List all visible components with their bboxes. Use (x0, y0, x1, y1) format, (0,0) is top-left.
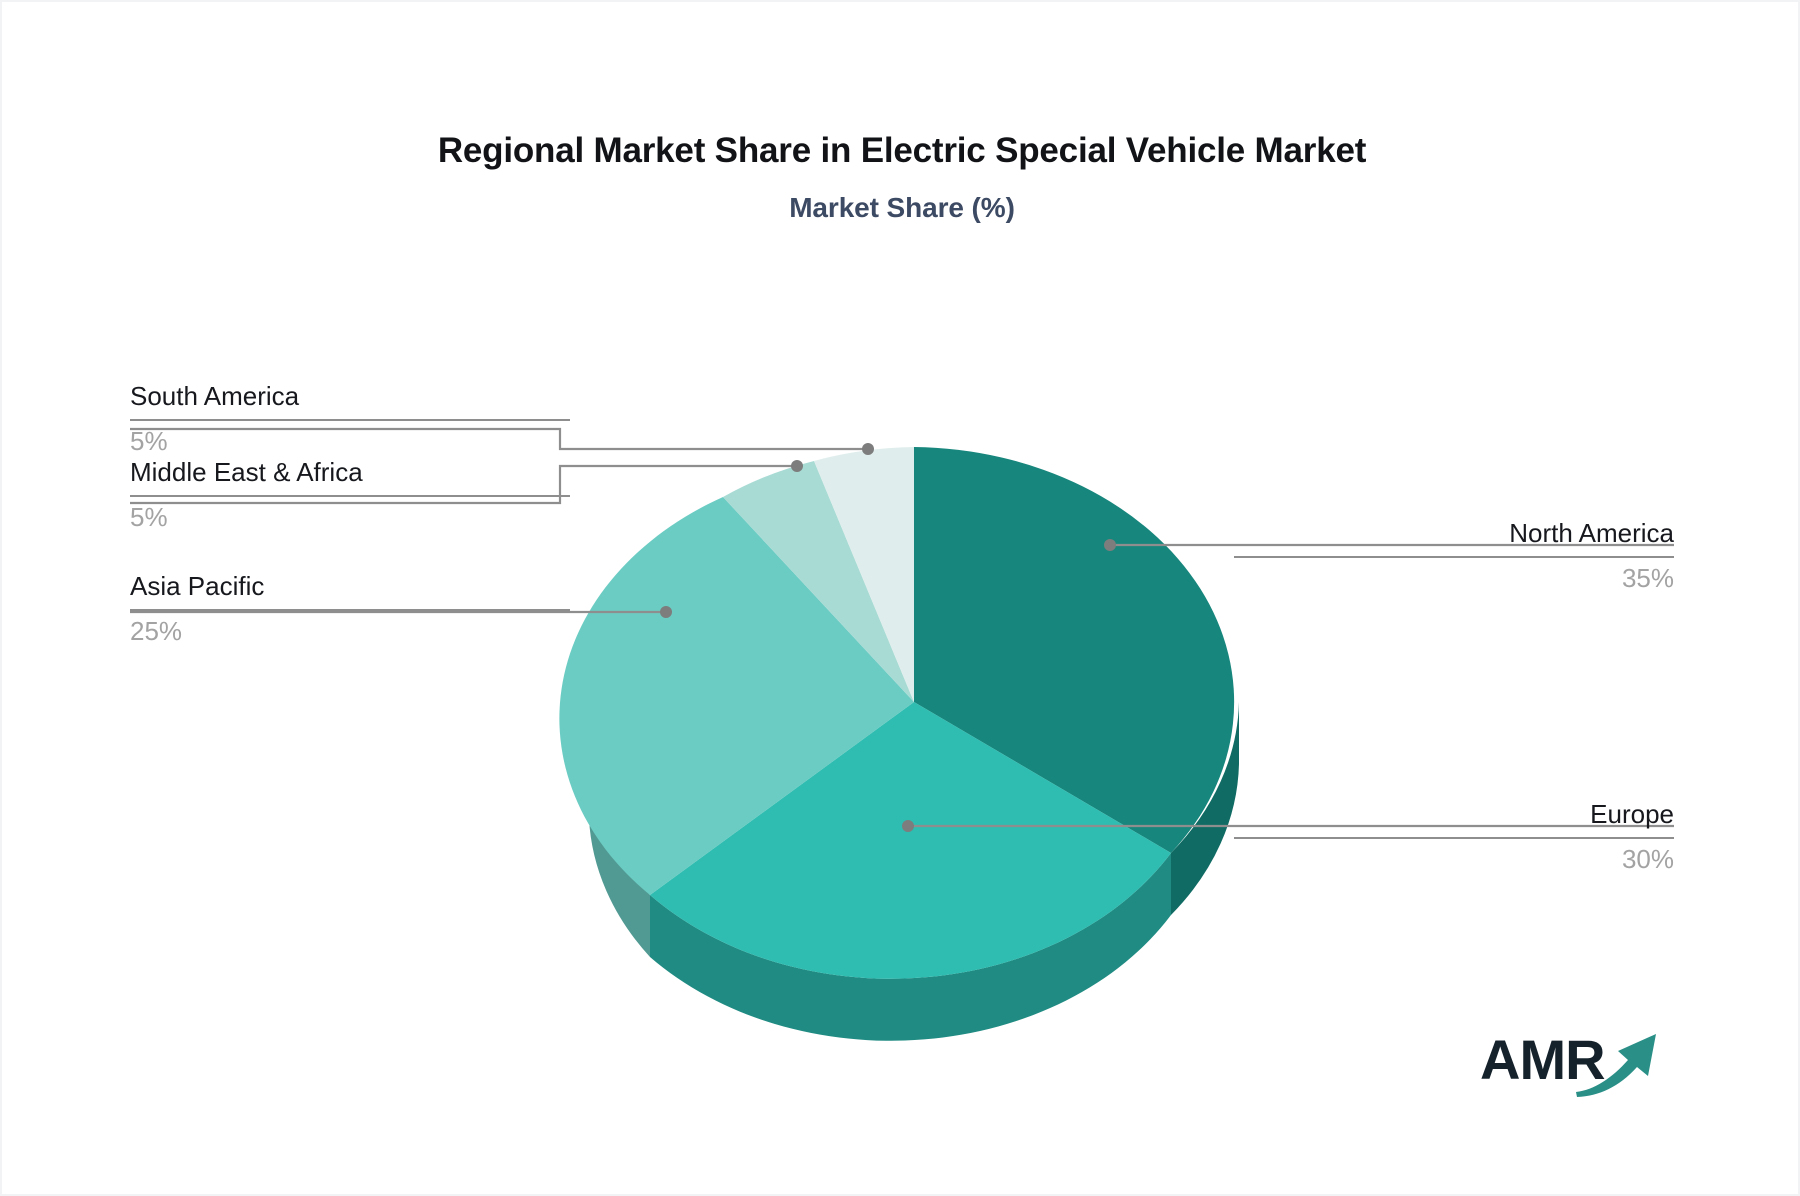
callout-label-asia-pacific: Asia Pacific (130, 571, 265, 601)
callout-rule-north-america (1234, 555, 1674, 558)
callout-asia-pacific[interactable]: Asia Pacific 25% (130, 570, 570, 647)
callout-value-south-america: 5% (130, 425, 168, 456)
callout-value-north-america: 35% (1621, 562, 1674, 593)
pie-top-face (559, 447, 1235, 979)
leader-line-south-america (130, 427, 868, 451)
slice-asia-pacific[interactable] (559, 497, 914, 895)
callout-north-america[interactable]: North America 35% (1234, 517, 1674, 594)
callout-rule-asia-pacific (130, 608, 570, 611)
slice-south-america[interactable] (814, 447, 914, 702)
chart-title: Regional Market Share in Electric Specia… (437, 131, 1367, 170)
callout-value-asia-pacific: 25% (130, 615, 183, 646)
callout-europe[interactable]: Europe 30% (1234, 798, 1674, 875)
slice-europe[interactable] (650, 702, 1171, 979)
slice-north-america[interactable] (914, 447, 1235, 853)
callout-label-south-america: South America (130, 381, 300, 411)
slice-side-north-america (1171, 702, 1239, 915)
callout-rule-europe (1234, 836, 1674, 839)
growth-arrow-icon (1576, 1034, 1656, 1097)
callout-label-north-america: North America (1509, 518, 1674, 548)
slice-side-europe (650, 853, 1171, 1041)
amr-wordmark: AMR (1480, 1028, 1606, 1091)
leader-dot-south-america (862, 443, 874, 455)
leader-dot-asia-pacific (660, 606, 672, 618)
callout-value-middle-east-africa: 5% (130, 501, 168, 532)
leader-dot-middle-east-africa (791, 460, 803, 472)
callout-rule-middle-east-africa (130, 494, 570, 497)
leader-lines (130, 427, 1674, 832)
amr-logo: AMR (1480, 1032, 1660, 1112)
leader-line-middle-east-africa (130, 464, 797, 505)
callout-label-middle-east-africa: Middle East & Africa (130, 457, 363, 487)
slice-middle-east-africa[interactable] (723, 461, 914, 702)
title-block: Regional Market Share in Electric Specia… (2, 130, 1800, 224)
callout-south-america[interactable]: South America 5% (130, 380, 570, 457)
callout-label-europe: Europe (1590, 799, 1674, 829)
callout-middle-east-africa[interactable]: Middle East & Africa 5% (130, 456, 570, 533)
callout-value-europe: 30% (1621, 843, 1674, 874)
leader-dot-north-america (1104, 539, 1116, 551)
callout-rule-south-america (130, 418, 570, 421)
leader-dot-europe (902, 820, 914, 832)
chart-subtitle: Market Share (%) (789, 192, 1015, 223)
